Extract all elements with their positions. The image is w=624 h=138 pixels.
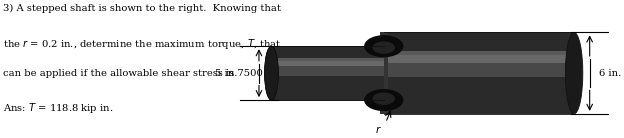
Text: 5 in.: 5 in.	[215, 69, 237, 78]
Ellipse shape	[265, 46, 278, 100]
Text: $r$: $r$	[375, 124, 381, 135]
Ellipse shape	[565, 32, 583, 114]
Ellipse shape	[265, 46, 278, 100]
FancyBboxPatch shape	[271, 46, 384, 100]
FancyBboxPatch shape	[271, 61, 384, 76]
Ellipse shape	[373, 41, 395, 54]
FancyBboxPatch shape	[271, 58, 384, 66]
Text: Ans: $T$ = 118.8 kip in.: Ans: $T$ = 118.8 kip in.	[3, 101, 114, 115]
FancyBboxPatch shape	[271, 58, 384, 66]
FancyBboxPatch shape	[380, 32, 388, 114]
FancyBboxPatch shape	[384, 55, 574, 77]
FancyBboxPatch shape	[384, 51, 574, 63]
Text: can be applied if the allowable shear stress is 7500 psi.: can be applied if the allowable shear st…	[3, 69, 284, 78]
Text: 6 in.: 6 in.	[599, 69, 622, 78]
Ellipse shape	[364, 89, 403, 111]
Ellipse shape	[373, 92, 395, 105]
Ellipse shape	[364, 35, 403, 57]
FancyBboxPatch shape	[271, 46, 384, 100]
FancyBboxPatch shape	[384, 32, 574, 114]
Text: the $r$ = 0.2 in., determine the maximum torque, $T$, that: the $r$ = 0.2 in., determine the maximum…	[3, 37, 282, 51]
FancyBboxPatch shape	[271, 61, 384, 76]
Text: 3) A stepped shaft is shown to the right.  Knowing that: 3) A stepped shaft is shown to the right…	[3, 4, 281, 13]
